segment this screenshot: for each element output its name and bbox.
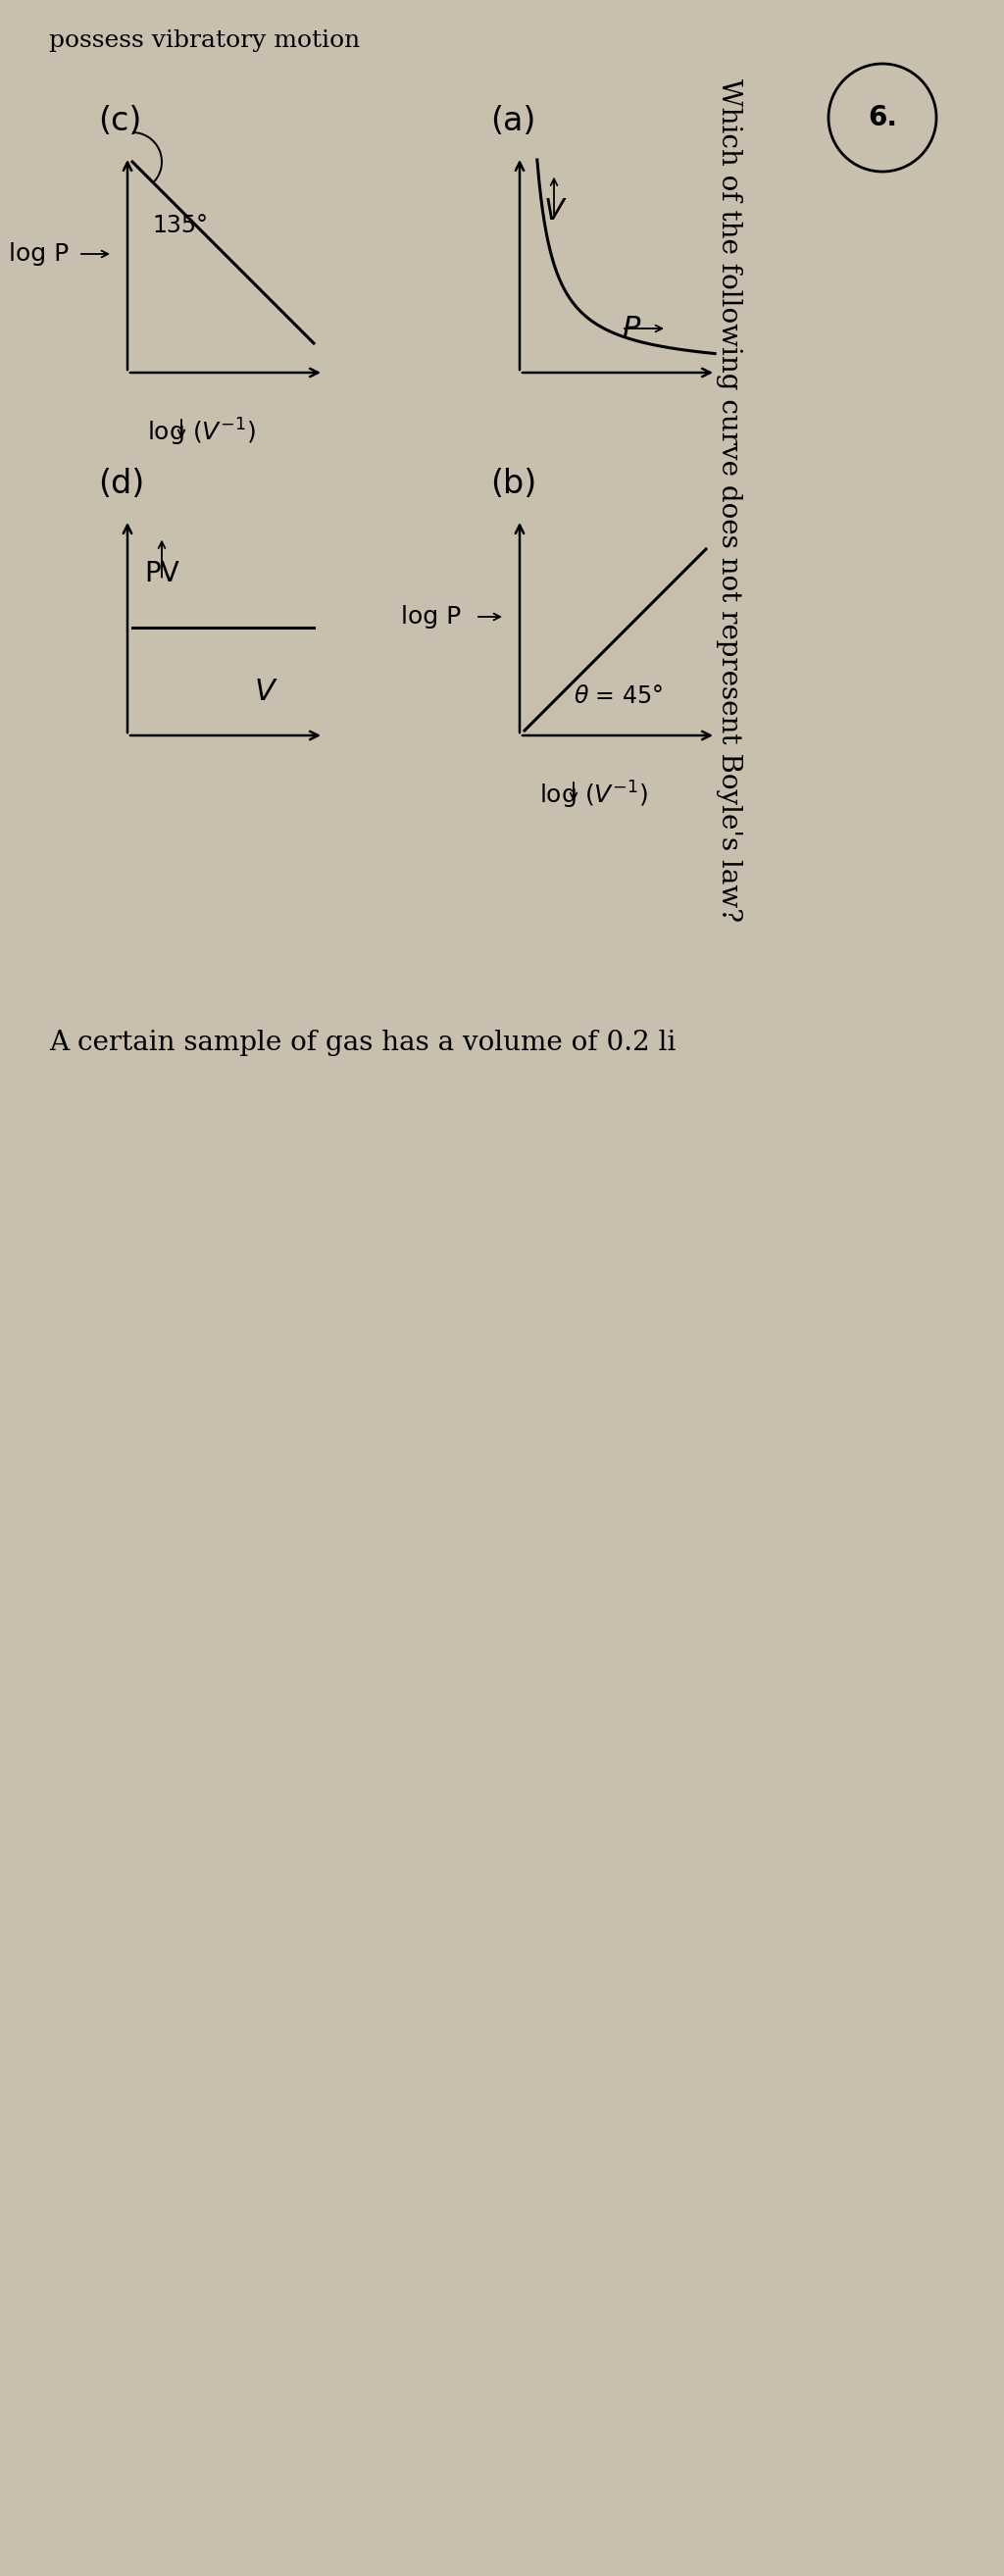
Text: (d): (d) xyxy=(98,469,145,500)
Text: log ($V^{-1}$): log ($V^{-1}$) xyxy=(539,781,648,811)
Text: log P: log P xyxy=(9,242,68,265)
Text: $\theta$ = 45°: $\theta$ = 45° xyxy=(573,685,663,708)
Text: V: V xyxy=(544,196,564,224)
Text: V: V xyxy=(254,677,275,706)
Text: Which of the following curve does not represent Boyle's law?: Which of the following curve does not re… xyxy=(716,77,742,922)
Text: P: P xyxy=(621,314,640,343)
Text: possess vibratory motion: possess vibratory motion xyxy=(49,28,360,52)
Text: A certain sample of gas has a volume of 0.2 li: A certain sample of gas has a volume of … xyxy=(49,1030,676,1056)
Text: (b): (b) xyxy=(490,469,536,500)
Text: 6.: 6. xyxy=(867,103,898,131)
Text: log ($V^{-1}$): log ($V^{-1}$) xyxy=(147,417,256,448)
Text: (a): (a) xyxy=(490,106,536,137)
Text: (c): (c) xyxy=(98,106,142,137)
Text: log P: log P xyxy=(401,605,461,629)
Text: PV: PV xyxy=(145,559,180,587)
Text: 135°: 135° xyxy=(152,214,208,237)
